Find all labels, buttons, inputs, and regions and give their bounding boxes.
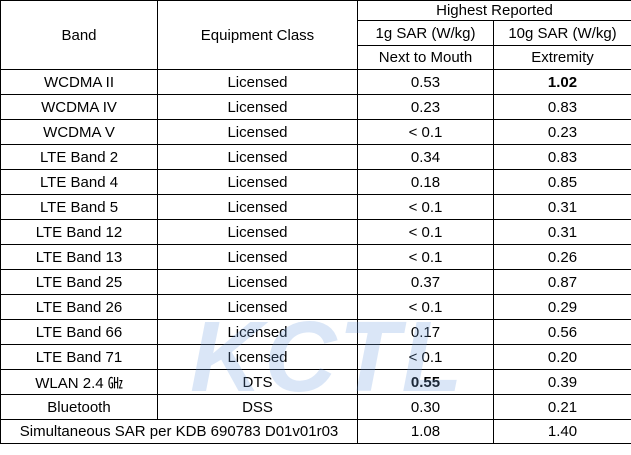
table-cell: WCDMA V xyxy=(0,119,158,145)
header-cell: Next to Mouth xyxy=(357,45,494,70)
table-cell: Licensed xyxy=(157,344,358,370)
table-cell: Licensed xyxy=(157,319,358,345)
table-cell: Licensed xyxy=(157,294,358,320)
header-cell: 1g SAR (W/kg) xyxy=(357,20,494,46)
header-cell: Band xyxy=(0,0,158,70)
table-cell: < 0.1 xyxy=(357,294,494,320)
table-row: Bluetooth DSS 0.30 0.21 xyxy=(0,394,631,420)
table-cell: 0.83 xyxy=(492,94,631,120)
table-row: LTE Band 5 Licensed < 0.1 0.31 xyxy=(0,194,631,220)
table-cell: 0.30 xyxy=(357,394,494,420)
table-cell: 0.83 xyxy=(492,144,631,170)
table-cell: 1.02 xyxy=(492,69,631,95)
table-row: LTE Band 2 Licensed 0.34 0.83 xyxy=(0,144,631,170)
table-cell: WCDMA II xyxy=(0,69,158,95)
table-footer: Simultaneous SAR per KDB 690783 D01v01r0… xyxy=(0,419,631,444)
table-cell: LTE Band 71 xyxy=(0,344,158,370)
table-cell: 0.21 xyxy=(492,394,631,420)
table-row: LTE Band 13 Licensed < 0.1 0.26 xyxy=(0,244,631,270)
table-row: LTE Band 71 Licensed < 0.1 0.20 xyxy=(0,344,631,370)
summary-cell: 1.40 xyxy=(492,419,631,444)
table-cell: 0.31 xyxy=(492,194,631,220)
table-cell: 0.18 xyxy=(357,169,494,195)
table-row: LTE Band 26 Licensed < 0.1 0.29 xyxy=(0,294,631,320)
table-cell: < 0.1 xyxy=(357,119,494,145)
table-cell: DSS xyxy=(157,394,358,420)
table-cell: Licensed xyxy=(157,169,358,195)
sar-table: Band Equipment Class Highest Reported 1g… xyxy=(0,0,631,444)
table-cell: LTE Band 26 xyxy=(0,294,158,320)
table-cell: 0.23 xyxy=(357,94,494,120)
table-cell: 0.53 xyxy=(357,69,494,95)
table-cell: 0.55 xyxy=(357,369,494,395)
table-cell: LTE Band 25 xyxy=(0,269,158,295)
table-row: WCDMA II Licensed 0.53 1.02 xyxy=(0,69,631,95)
table-cell: 0.23 xyxy=(492,119,631,145)
header-row: Next to Mouth Extremity xyxy=(1,45,631,70)
table-row: WLAN 2.4 ㎓ DTS 0.55 0.39 xyxy=(0,369,631,395)
table-cell: LTE Band 4 xyxy=(0,169,158,195)
table-cell: < 0.1 xyxy=(357,219,494,245)
table-cell: 0.37 xyxy=(357,269,494,295)
table-cell: Licensed xyxy=(157,94,358,120)
table-row: LTE Band 66 Licensed 0.17 0.56 xyxy=(0,319,631,345)
table-row: LTE Band 4 Licensed 0.18 0.85 xyxy=(0,169,631,195)
table-body: WCDMA II Licensed 0.53 1.02 WCDMA IV Licensed… xyxy=(0,69,631,420)
table-cell: 0.39 xyxy=(492,369,631,395)
table-cell: < 0.1 xyxy=(357,244,494,270)
table-cell: 0.34 xyxy=(357,144,494,170)
table-cell: Licensed xyxy=(157,244,358,270)
summary-cell: 1.08 xyxy=(357,419,494,444)
summary-row: Simultaneous SAR per KDB 690783 D01v01r0… xyxy=(0,419,631,444)
header-cell: Highest Reported xyxy=(356,0,631,21)
table-cell: 0.56 xyxy=(492,319,631,345)
table-cell: LTE Band 13 xyxy=(0,244,158,270)
table-cell: 0.87 xyxy=(492,269,631,295)
table-cell: 0.17 xyxy=(357,319,494,345)
table-cell: 0.29 xyxy=(492,294,631,320)
table-row: LTE Band 12 Licensed < 0.1 0.31 xyxy=(0,219,631,245)
table-cell: Licensed xyxy=(157,194,358,220)
header-cell: Equipment Class xyxy=(157,0,358,70)
table-cell: LTE Band 66 xyxy=(0,319,158,345)
table-cell: DTS xyxy=(157,369,358,395)
table-row: WCDMA V Licensed < 0.1 0.23 xyxy=(0,119,631,145)
table-cell: 0.31 xyxy=(492,219,631,245)
table-cell: Licensed xyxy=(157,219,358,245)
table-cell: WCDMA IV xyxy=(0,94,158,120)
table-cell: < 0.1 xyxy=(357,344,494,370)
header-cell: 10g SAR (W/kg) xyxy=(492,20,631,46)
table-cell: < 0.1 xyxy=(357,194,494,220)
table-cell: Bluetooth xyxy=(0,394,158,420)
table-cell: Licensed xyxy=(157,144,358,170)
table-row: LTE Band 25 Licensed 0.37 0.87 xyxy=(0,269,631,295)
table-cell: LTE Band 5 xyxy=(0,194,158,220)
table-cell: 0.20 xyxy=(492,344,631,370)
table-cell: Licensed xyxy=(157,69,358,95)
table-cell: Licensed xyxy=(157,269,358,295)
table-cell: LTE Band 2 xyxy=(0,144,158,170)
table-row: WCDMA IV Licensed 0.23 0.83 xyxy=(0,94,631,120)
table-cell: Licensed xyxy=(157,119,358,145)
header-cell: Extremity xyxy=(492,45,631,70)
table-header: Band Equipment Class Highest Reported 1g… xyxy=(0,0,631,70)
table-cell: 0.85 xyxy=(492,169,631,195)
summary-label: Simultaneous SAR per KDB 690783 D01v01r0… xyxy=(0,419,358,444)
header-row: Band Equipment Class Highest Reported xyxy=(0,0,631,70)
header-row: 1g SAR (W/kg) 10g SAR (W/kg) xyxy=(1,20,631,46)
table-cell: WLAN 2.4 ㎓ xyxy=(0,369,158,395)
table-cell: 0.26 xyxy=(492,244,631,270)
table-cell: LTE Band 12 xyxy=(0,219,158,245)
